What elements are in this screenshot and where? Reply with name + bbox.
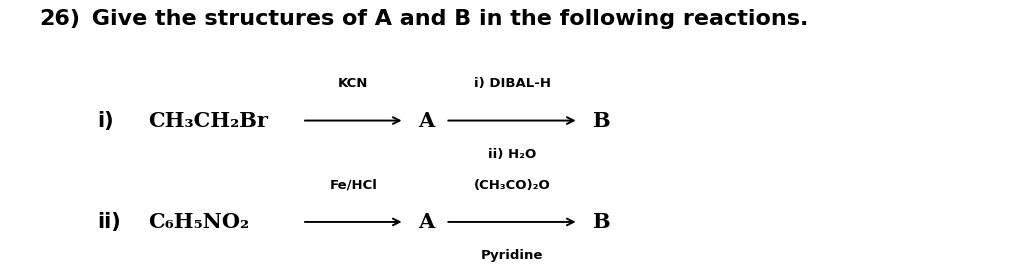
Text: A: A xyxy=(418,111,434,130)
Text: Give the structures of A and B in the following reactions.: Give the structures of A and B in the fo… xyxy=(84,9,808,29)
Text: ii) H₂O: ii) H₂O xyxy=(487,148,537,161)
Text: 26): 26) xyxy=(39,9,80,29)
Text: Pyridine: Pyridine xyxy=(481,249,543,262)
Text: Fe/HCl: Fe/HCl xyxy=(330,179,377,192)
Text: (CH₃CO)₂O: (CH₃CO)₂O xyxy=(474,179,550,192)
Text: C₆H₅NO₂: C₆H₅NO₂ xyxy=(148,212,250,232)
Text: CH₃CH₂Br: CH₃CH₂Br xyxy=(148,111,268,130)
Text: KCN: KCN xyxy=(338,78,369,90)
Text: ii): ii) xyxy=(97,212,121,232)
Text: B: B xyxy=(592,111,609,130)
Text: A: A xyxy=(418,212,434,232)
Text: i): i) xyxy=(97,111,114,130)
Text: i) DIBAL-H: i) DIBAL-H xyxy=(473,78,551,90)
Text: B: B xyxy=(592,212,609,232)
